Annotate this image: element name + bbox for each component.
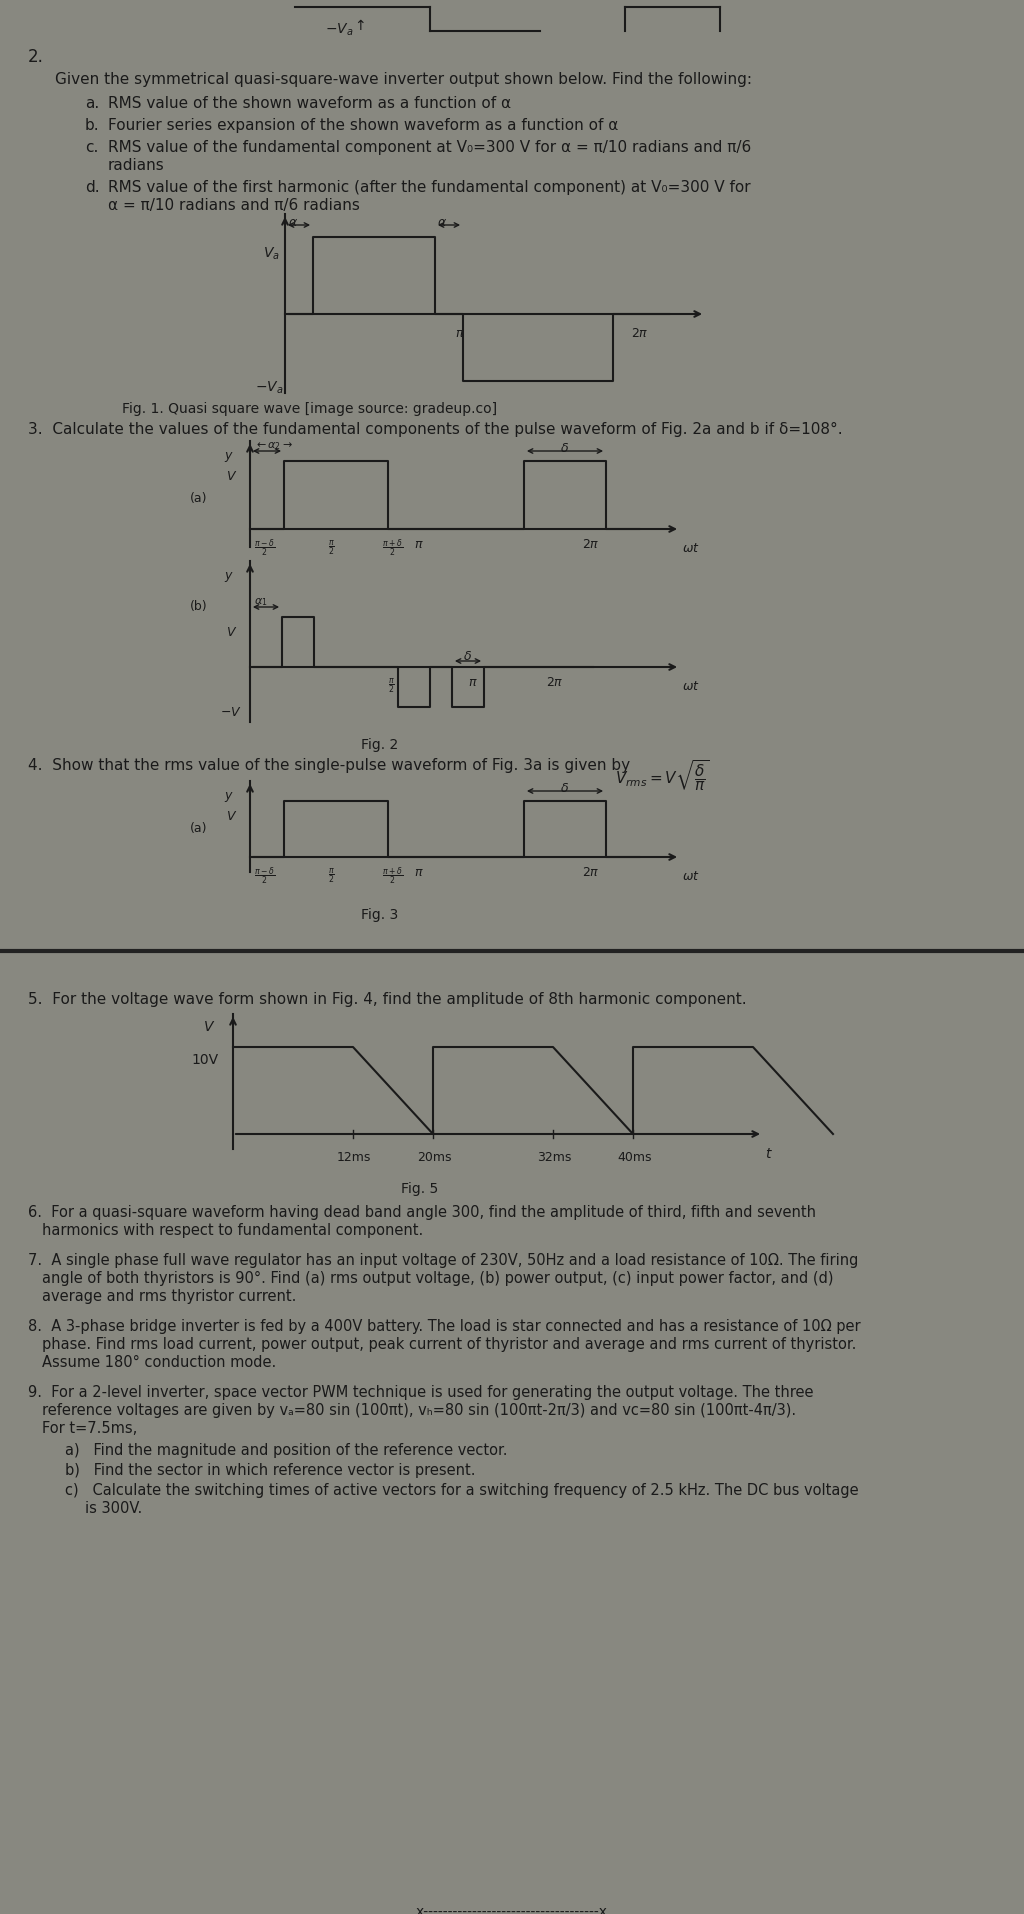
Text: $\pi$: $\pi$ [468,676,477,689]
Text: $V$: $V$ [226,469,238,482]
Text: c.: c. [85,140,98,155]
Text: $-V_a$: $-V_a$ [255,379,284,396]
Text: 12ms: 12ms [337,1150,372,1164]
Text: angle of both thyristors is 90°. Find (a) rms output voltage, (b) power output, : angle of both thyristors is 90°. Find (a… [42,1271,834,1286]
Text: α = π/10 radians and π/6 radians: α = π/10 radians and π/6 radians [108,197,359,212]
Text: radians: radians [108,159,165,172]
Text: $\delta$: $\delta$ [560,442,569,456]
Text: $y$: $y$ [224,570,233,584]
Text: For t=7.5ms,: For t=7.5ms, [42,1420,137,1436]
Text: $2\pi$: $2\pi$ [582,865,600,879]
Text: a.: a. [85,96,99,111]
Text: $\delta$: $\delta$ [463,649,472,662]
Text: x------------------------------------x: x------------------------------------x [416,1904,608,1914]
Text: (b): (b) [190,599,208,612]
Text: $\pi$: $\pi$ [414,538,424,551]
Text: RMS value of the first harmonic (after the fundamental component) at V₀=300 V fo: RMS value of the first harmonic (after t… [108,180,751,195]
Text: 7.  A single phase full wave regulator has an input voltage of 230V, 50Hz and a : 7. A single phase full wave regulator ha… [28,1252,858,1267]
Text: $\pi$: $\pi$ [414,865,424,879]
Text: $\frac{\pi+\delta}{2}$: $\frac{\pi+\delta}{2}$ [382,865,403,886]
Text: 40ms: 40ms [617,1150,651,1164]
Text: $\alpha_1$: $\alpha_1$ [254,595,267,607]
Text: RMS value of the shown waveform as a function of α: RMS value of the shown waveform as a fun… [108,96,511,111]
Text: (a): (a) [190,821,208,835]
Text: 2.: 2. [28,48,44,65]
Text: $2\pi$: $2\pi$ [631,327,648,341]
Text: $V_a$: $V_a$ [263,245,280,262]
Text: $\delta$: $\delta$ [560,781,569,794]
Text: $\omega t$: $\omega t$ [682,542,699,555]
Text: $\frac{\pi}{2}$: $\frac{\pi}{2}$ [328,865,335,884]
Text: $\frac{\pi}{2}$: $\frac{\pi}{2}$ [388,676,395,695]
Text: $\frac{\pi+\delta}{2}$: $\frac{\pi+\delta}{2}$ [382,538,403,559]
Text: $\alpha$: $\alpha$ [437,216,447,230]
Text: Fig. 2: Fig. 2 [361,737,398,752]
Text: 10V: 10V [191,1053,218,1066]
Text: $-V_a$: $-V_a$ [325,21,353,38]
Text: b)   Find the sector in which reference vector is present.: b) Find the sector in which reference ve… [65,1462,475,1478]
Text: $\alpha$: $\alpha$ [288,216,298,230]
Text: RMS value of the fundamental component at V₀=300 V for α = π/10 radians and π/6: RMS value of the fundamental component a… [108,140,752,155]
Text: 3.  Calculate the values of the fundamental components of the pulse waveform of : 3. Calculate the values of the fundament… [28,421,843,436]
Text: $V$: $V$ [226,810,238,823]
Text: $\omega t$: $\omega t$ [682,679,699,693]
Text: harmonics with respect to fundamental component.: harmonics with respect to fundamental co… [42,1223,423,1236]
Text: d.: d. [85,180,99,195]
Text: $V$: $V$ [203,1020,215,1034]
Text: is 300V.: is 300V. [85,1501,142,1516]
Text: $y$: $y$ [224,450,233,463]
Text: Fourier series expansion of the shown waveform as a function of α: Fourier series expansion of the shown wa… [108,119,618,132]
Text: 20ms: 20ms [417,1150,452,1164]
Text: Given the symmetrical quasi-square-wave inverter output shown below. Find the fo: Given the symmetrical quasi-square-wave … [55,73,752,86]
Text: Fig. 3: Fig. 3 [361,907,398,921]
Text: 8.  A 3-phase bridge inverter is fed by a 400V battery. The load is star connect: 8. A 3-phase bridge inverter is fed by a… [28,1319,860,1334]
Text: $\omega t$: $\omega t$ [682,869,699,882]
Text: $2\pi$: $2\pi$ [546,676,563,689]
Text: $t$: $t$ [765,1146,773,1160]
Text: $V$: $V$ [226,626,238,639]
Text: Assume 180° conduction mode.: Assume 180° conduction mode. [42,1355,276,1369]
Text: Fig. 1. Quasi square wave [image source: gradeup.co]: Fig. 1. Quasi square wave [image source:… [123,402,498,415]
Text: 6.  For a quasi-square waveform having dead band angle 300, find the amplitude o: 6. For a quasi-square waveform having de… [28,1204,816,1219]
Text: phase. Find rms load current, power output, peak current of thyristor and averag: phase. Find rms load current, power outp… [42,1336,856,1351]
Text: 9.  For a 2-level inverter, space vector PWM technique is used for generating th: 9. For a 2-level inverter, space vector … [28,1384,813,1399]
Text: $\leftarrow\alpha_2\rightarrow$: $\leftarrow\alpha_2\rightarrow$ [254,440,293,452]
Text: reference voltages are given by vₐ=80 sin (100πt), vₕ=80 sin (100πt-2π/3) and vc: reference voltages are given by vₐ=80 si… [42,1403,796,1416]
Text: b.: b. [85,119,99,132]
Text: $2\pi$: $2\pi$ [582,538,600,551]
Text: (a): (a) [190,492,208,505]
Text: c)   Calculate the switching times of active vectors for a switching frequency o: c) Calculate the switching times of acti… [65,1481,859,1497]
Text: $\frac{\pi}{2}$: $\frac{\pi}{2}$ [328,538,335,557]
Text: $\frac{\pi-\delta}{2}$: $\frac{\pi-\delta}{2}$ [254,538,275,559]
Text: $y$: $y$ [224,790,233,804]
Text: 4.  Show that the rms value of the single-pulse waveform of Fig. 3a is given by: 4. Show that the rms value of the single… [28,758,635,773]
Text: 32ms: 32ms [537,1150,571,1164]
Text: $\uparrow$: $\uparrow$ [352,17,366,33]
Text: Fig. 5: Fig. 5 [401,1181,438,1196]
Text: $\frac{\pi-\delta}{2}$: $\frac{\pi-\delta}{2}$ [254,865,275,886]
Text: $\pi$: $\pi$ [455,327,465,341]
Text: average and rms thyristor current.: average and rms thyristor current. [42,1288,296,1303]
Text: $V_{rms} = V\sqrt{\dfrac{\delta}{\pi}}$: $V_{rms} = V\sqrt{\dfrac{\delta}{\pi}}$ [615,758,710,792]
Text: 5.  For the voltage wave form shown in Fig. 4, find the amplitude of 8th harmoni: 5. For the voltage wave form shown in Fi… [28,991,746,1007]
Text: $-V$: $-V$ [220,706,242,718]
Text: a)   Find the magnitude and position of the reference vector.: a) Find the magnitude and position of th… [65,1443,508,1457]
